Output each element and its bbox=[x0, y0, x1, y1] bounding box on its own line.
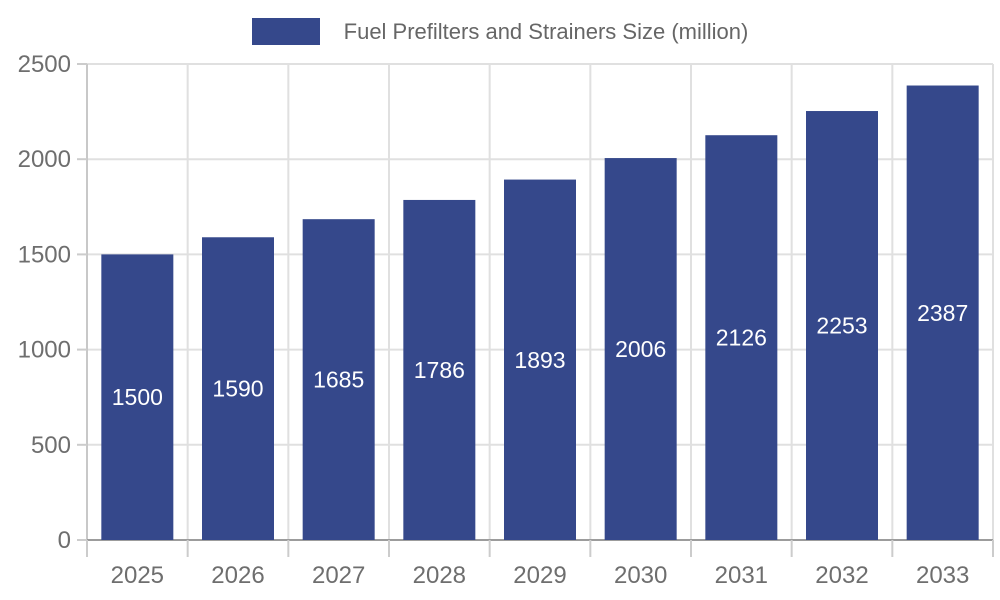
legend-swatch bbox=[251, 18, 320, 45]
bar-value-label: 2126 bbox=[716, 325, 767, 351]
x-tick-label: 2033 bbox=[916, 562, 969, 589]
y-tick-label: 1500 bbox=[18, 241, 71, 268]
x-tick-label: 2031 bbox=[715, 562, 768, 589]
x-tick-label: 2028 bbox=[413, 562, 466, 589]
x-axis-labels: 2025 2026 2027 2028 2029 2030 2031 2032 2033 bbox=[111, 562, 970, 589]
y-tick-label: 2500 bbox=[18, 51, 71, 78]
x-tick-label: 2032 bbox=[815, 562, 868, 589]
y-tick-label: 1000 bbox=[18, 337, 71, 364]
bar-value-label: 1685 bbox=[313, 367, 364, 393]
y-tick-label: 0 bbox=[58, 527, 71, 554]
legend-label: Fuel Prefilters and Strainers Size (mill… bbox=[343, 19, 749, 44]
bar-2026[interactable] bbox=[202, 237, 274, 540]
y-tick-label: 500 bbox=[31, 432, 71, 459]
x-tick-label: 2025 bbox=[111, 562, 164, 589]
bar-2031[interactable] bbox=[705, 135, 778, 540]
bar-value-labels: 1500 1590 1685 1786 1893 2006 2126 2253 2387 bbox=[112, 300, 969, 410]
x-tick-label: 2026 bbox=[211, 562, 264, 589]
bar-value-label: 2253 bbox=[816, 313, 867, 339]
legend-item[interactable]: Fuel Prefilters and Strainers Size (mill… bbox=[0, 18, 1000, 45]
y-tick-label: 2000 bbox=[18, 146, 71, 173]
bar-2027[interactable] bbox=[302, 219, 375, 540]
bar-2028[interactable] bbox=[403, 199, 476, 540]
bar-2032[interactable] bbox=[806, 111, 878, 540]
bar-value-label: 1786 bbox=[414, 357, 465, 383]
bar-value-label: 1893 bbox=[514, 347, 565, 373]
bar-2025[interactable] bbox=[101, 254, 174, 540]
bar-value-label: 2006 bbox=[615, 336, 666, 362]
bar-value-label: 1590 bbox=[212, 376, 263, 402]
bar-2029[interactable] bbox=[504, 179, 576, 540]
bar-value-label: 1500 bbox=[112, 384, 163, 410]
x-tick-label: 2030 bbox=[614, 562, 667, 589]
x-tick-label: 2029 bbox=[513, 562, 566, 589]
y-axis-labels: 0 500 1000 1500 2000 2500 bbox=[18, 51, 71, 554]
bars-series bbox=[101, 85, 979, 540]
bar-2033[interactable] bbox=[906, 85, 979, 540]
bar-value-label: 2387 bbox=[917, 300, 968, 326]
x-tick-label: 2027 bbox=[312, 562, 365, 589]
bar-2030[interactable] bbox=[604, 158, 677, 540]
axis-ticks bbox=[77, 63, 994, 557]
